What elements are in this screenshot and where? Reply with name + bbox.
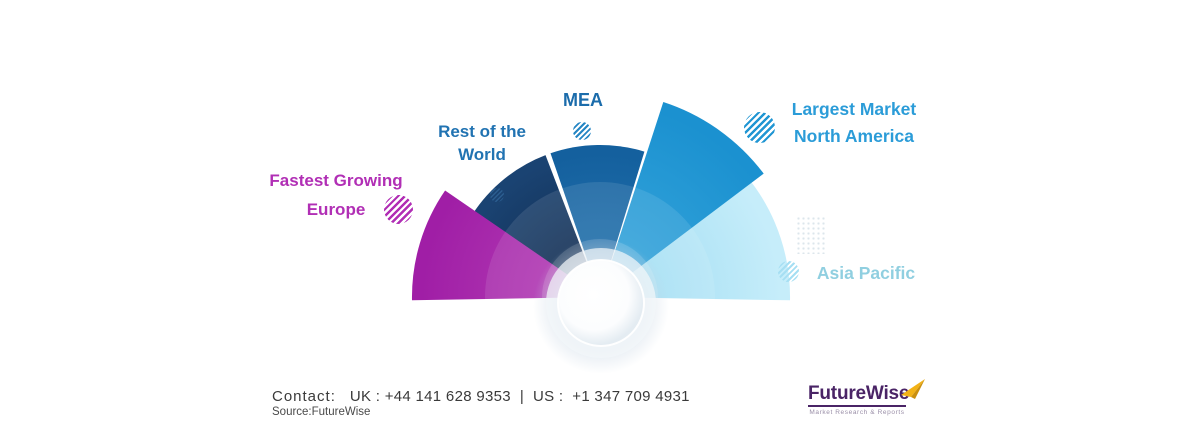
contact-label: Contact: bbox=[272, 388, 336, 405]
label-europe-region: Europe bbox=[306, 200, 366, 219]
label-row-line2: World bbox=[458, 145, 506, 164]
wedge-north-america bbox=[600, 102, 764, 297]
north-america-marker-icon bbox=[744, 112, 775, 143]
label-europe-annotation: Fastest Growing bbox=[269, 171, 403, 190]
label-mea: MEA bbox=[563, 90, 603, 110]
label-mea-line1: MEA bbox=[563, 90, 603, 110]
logo-underline bbox=[808, 405, 906, 407]
source-note: Source:FutureWise bbox=[272, 406, 371, 418]
wedge-mea bbox=[550, 144, 645, 297]
label-na-annotation: Largest Market bbox=[791, 99, 917, 119]
logo-name: FutureWise bbox=[808, 383, 910, 404]
label-row-line1: Rest of the bbox=[438, 122, 526, 141]
label-ap-line1: Asia Pacific bbox=[816, 263, 916, 283]
logo-tagline: Market Research & Reports bbox=[809, 409, 905, 416]
rest-of-world-marker-icon bbox=[490, 188, 504, 202]
asia-pacific-marker-icon bbox=[778, 261, 799, 282]
contact-line: Contact: UK : +44 141 628 9353 | US : +1 … bbox=[272, 388, 690, 405]
label-europe: Fastest Growing Europe bbox=[269, 166, 402, 224]
futurewise-logo: FutureWise Market Research & Reports bbox=[808, 379, 926, 416]
dots-decoration bbox=[796, 216, 826, 254]
hub-center bbox=[557, 259, 645, 347]
contact-phones: UK : +44 141 628 9353 | US : +1 347 709 … bbox=[349, 388, 690, 405]
mea-marker-icon bbox=[573, 122, 591, 140]
paper-plane-icon bbox=[901, 379, 926, 399]
label-na-region: North America bbox=[794, 126, 914, 146]
label-north-america: Largest Market North America bbox=[792, 96, 917, 150]
europe-marker-icon bbox=[384, 195, 413, 224]
label-asia-pacific: Asia Pacific bbox=[817, 263, 915, 283]
label-rest-of-world: Rest of the World bbox=[438, 120, 526, 166]
